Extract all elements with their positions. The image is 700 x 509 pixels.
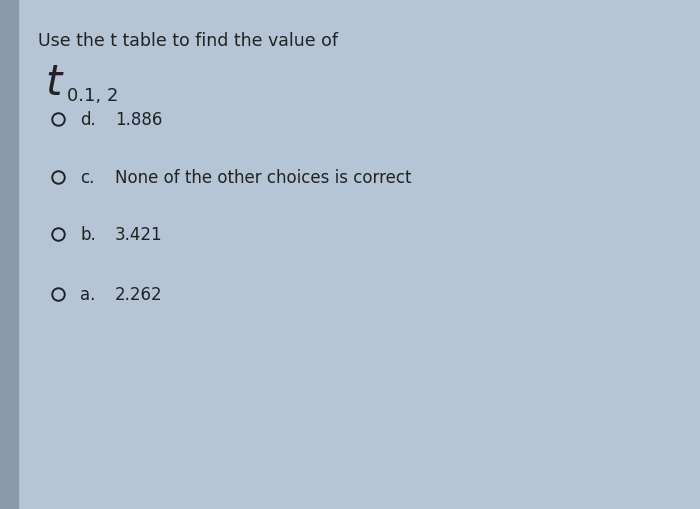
Text: 1.886: 1.886 (115, 111, 162, 129)
Text: None of the other choices is correct: None of the other choices is correct (115, 168, 412, 187)
Bar (0, 0, 18, 509)
Text: b.: b. (80, 225, 96, 243)
Text: a.: a. (80, 286, 95, 303)
Text: 3.421: 3.421 (115, 225, 162, 243)
Text: 0.1, 2: 0.1, 2 (67, 87, 118, 105)
Text: 2.262: 2.262 (115, 286, 162, 303)
Text: d.: d. (80, 111, 96, 129)
Text: c.: c. (80, 168, 94, 187)
Text: t: t (45, 62, 62, 104)
Text: Use the t table to find the value of: Use the t table to find the value of (38, 32, 338, 50)
